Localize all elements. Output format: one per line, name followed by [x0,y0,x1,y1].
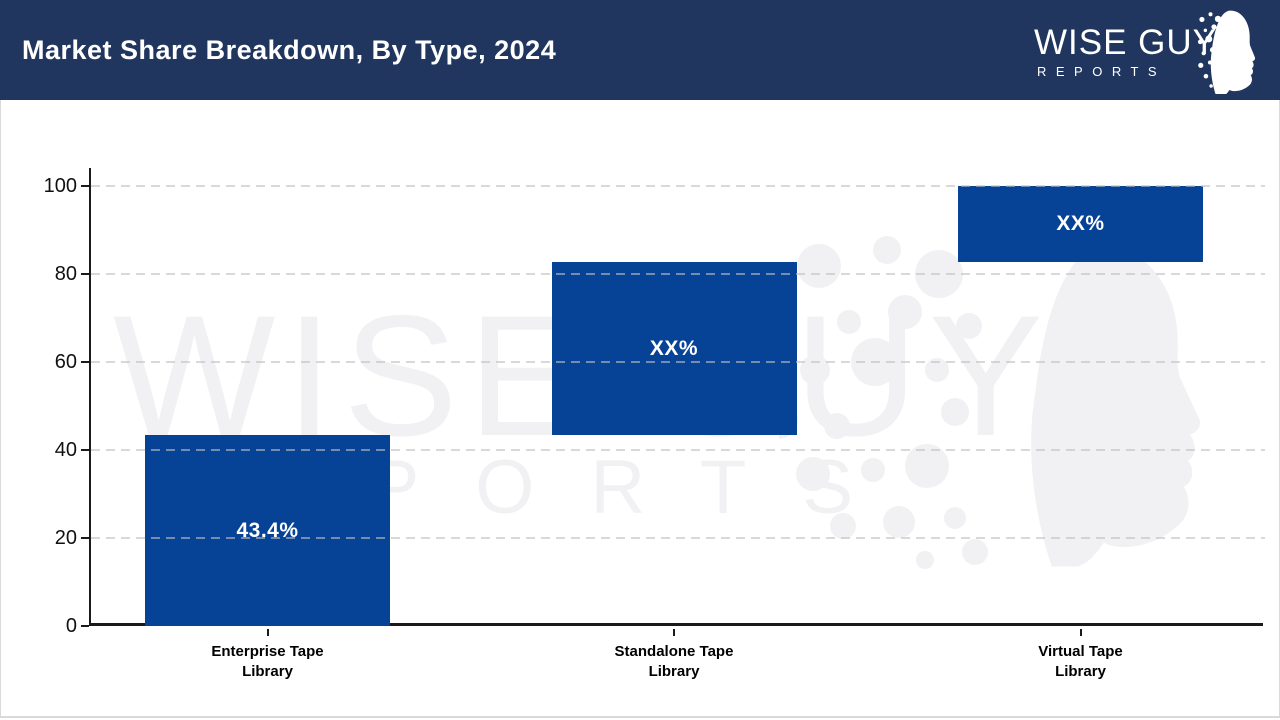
category-label-line: Library [1055,663,1106,680]
y-axis-tick-mark [81,185,89,187]
bar-value-label: XX% [649,336,699,360]
x-axis-tick-mark [266,629,269,636]
category-label-line: Enterprise Tape [211,643,324,660]
logo-subtitle: REPORTS [1037,64,1167,79]
bar-value-label: 43.4% [236,518,299,542]
y-axis-tick-label: 40 [54,439,77,461]
logo-text: WISE GUY REPORTS [1034,23,1218,80]
category-label-line: Library [648,663,700,680]
x-axis-tick-mark [1079,629,1082,636]
y-axis-tick-mark [81,273,89,275]
y-axis-tick-label: 60 [54,351,77,373]
header-bar: Market Share Breakdown, By Type, 2024 WI… [0,0,1280,100]
bar-segment: 43.4% [145,435,390,626]
bar-segment: XX% [958,186,1203,263]
wise-guy-logo: WISE GUY REPORTS [1006,6,1266,94]
chart-canvas: WISE GUY REPORTS 0 20 40 60 80 100 43.4% XX% XX%… [0,100,1280,718]
x-axis-tick-mark [673,629,675,636]
plot-area: 0 20 40 60 80 100 43.4% XX% XX% Enterprise Tape Li… [44,168,1265,680]
gridline [91,361,1265,363]
y-axis-tick-mark [81,537,89,539]
gridline [91,449,1265,451]
category-label-line: Virtual Tape [1038,643,1123,660]
bar-segment: XX% [551,262,797,436]
watermark-face-profile [779,236,1201,569]
y-axis-tick-mark [81,625,89,627]
gridline [91,185,1265,187]
bar-value-label: XX% [1056,212,1105,236]
category-label-line: Standalone Tape [614,643,734,660]
page-title: Market Share Breakdown, By Type, 2024 [22,34,557,65]
category-label-line: Library [242,663,293,680]
gridline [91,537,1265,539]
x-axis-category-label: Virtual Tape Library [931,642,1231,682]
y-axis-tick-label: 100 [43,175,77,197]
x-axis-category-label: Standalone Tape Library [524,642,824,682]
x-axis-category-label: Enterprise Tape Library [118,642,418,682]
y-axis-tick-label: 0 [65,615,77,637]
face-profile-icon [1197,10,1256,94]
gridline [91,273,1265,275]
y-axis-tick-label: 80 [54,263,77,285]
y-axis-tick-label: 20 [54,527,77,549]
logo-wordmark: WISE GUY [1034,23,1218,62]
y-axis-tick-mark [81,361,89,363]
y-axis-tick-mark [81,449,89,451]
